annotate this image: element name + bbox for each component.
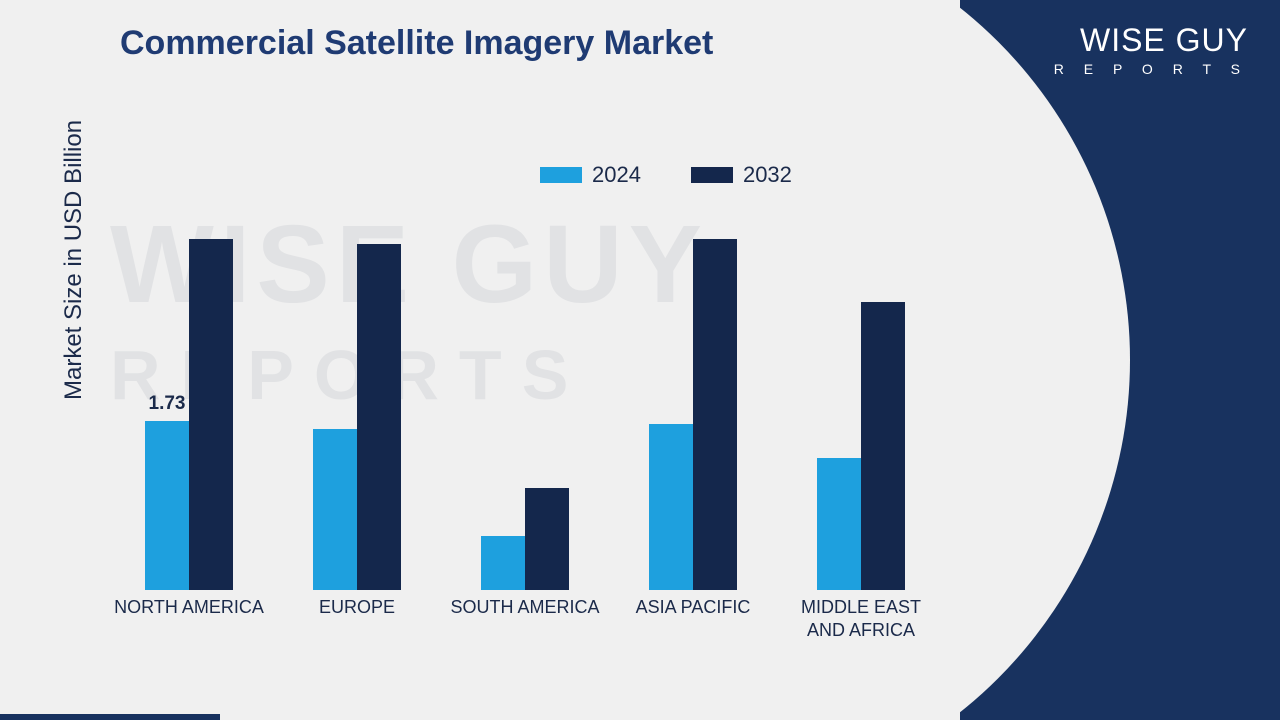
chart-stage: WISE GUY R E P O R T S WISE GUYREPORTS C… [0,0,1280,720]
chart-legend: 2024 2032 [540,162,792,188]
bar-group: ASIA PACIFIC [649,200,737,590]
bar-2032 [693,239,737,590]
bar-2032 [861,302,905,590]
category-label: NORTH AMERICA [109,590,269,619]
y-axis-label: Market Size in USD Billion [60,120,88,400]
legend-swatch [691,167,733,183]
category-label: SOUTH AMERICA [445,590,605,619]
category-label: EUROPE [277,590,437,619]
bar-group: MIDDLE EAST AND AFRICA [817,200,905,590]
legend-swatch [540,167,582,183]
bar-2024 [145,421,189,590]
footer-rule [0,714,220,720]
bar-value-label: 1.73 [139,393,195,415]
bar-2024 [817,458,861,590]
bar-2024 [649,424,693,590]
category-label: ASIA PACIFIC [613,590,773,619]
brand-logo: WISE GUY R E P O R T S [1054,22,1248,77]
legend-label: 2024 [592,162,641,188]
legend-item-2024: 2024 [540,162,641,188]
legend-item-2032: 2032 [691,162,792,188]
bar-2032 [189,239,233,590]
bar-2032 [525,488,569,590]
plot-area: 1.73NORTH AMERICA EUROPE SOUTH AMERICA ASIA… [115,200,955,590]
legend-label: 2032 [743,162,792,188]
category-label: MIDDLE EAST AND AFRICA [781,590,941,641]
bar-group: SOUTH AMERICA [481,200,569,590]
chart-title: Commercial Satellite Imagery Market [120,24,713,63]
bar-2024 [313,429,357,590]
brand-logo-sub: R E P O R T S [1054,61,1248,77]
bar-2024 [481,536,525,590]
bar-group: EUROPE [313,200,401,590]
brand-logo-main: WISE GUY [1054,22,1248,59]
bar-2032 [357,244,401,590]
brand-band: WISE GUY R E P O R T S [960,0,1280,720]
bar-group: 1.73NORTH AMERICA [145,200,233,590]
